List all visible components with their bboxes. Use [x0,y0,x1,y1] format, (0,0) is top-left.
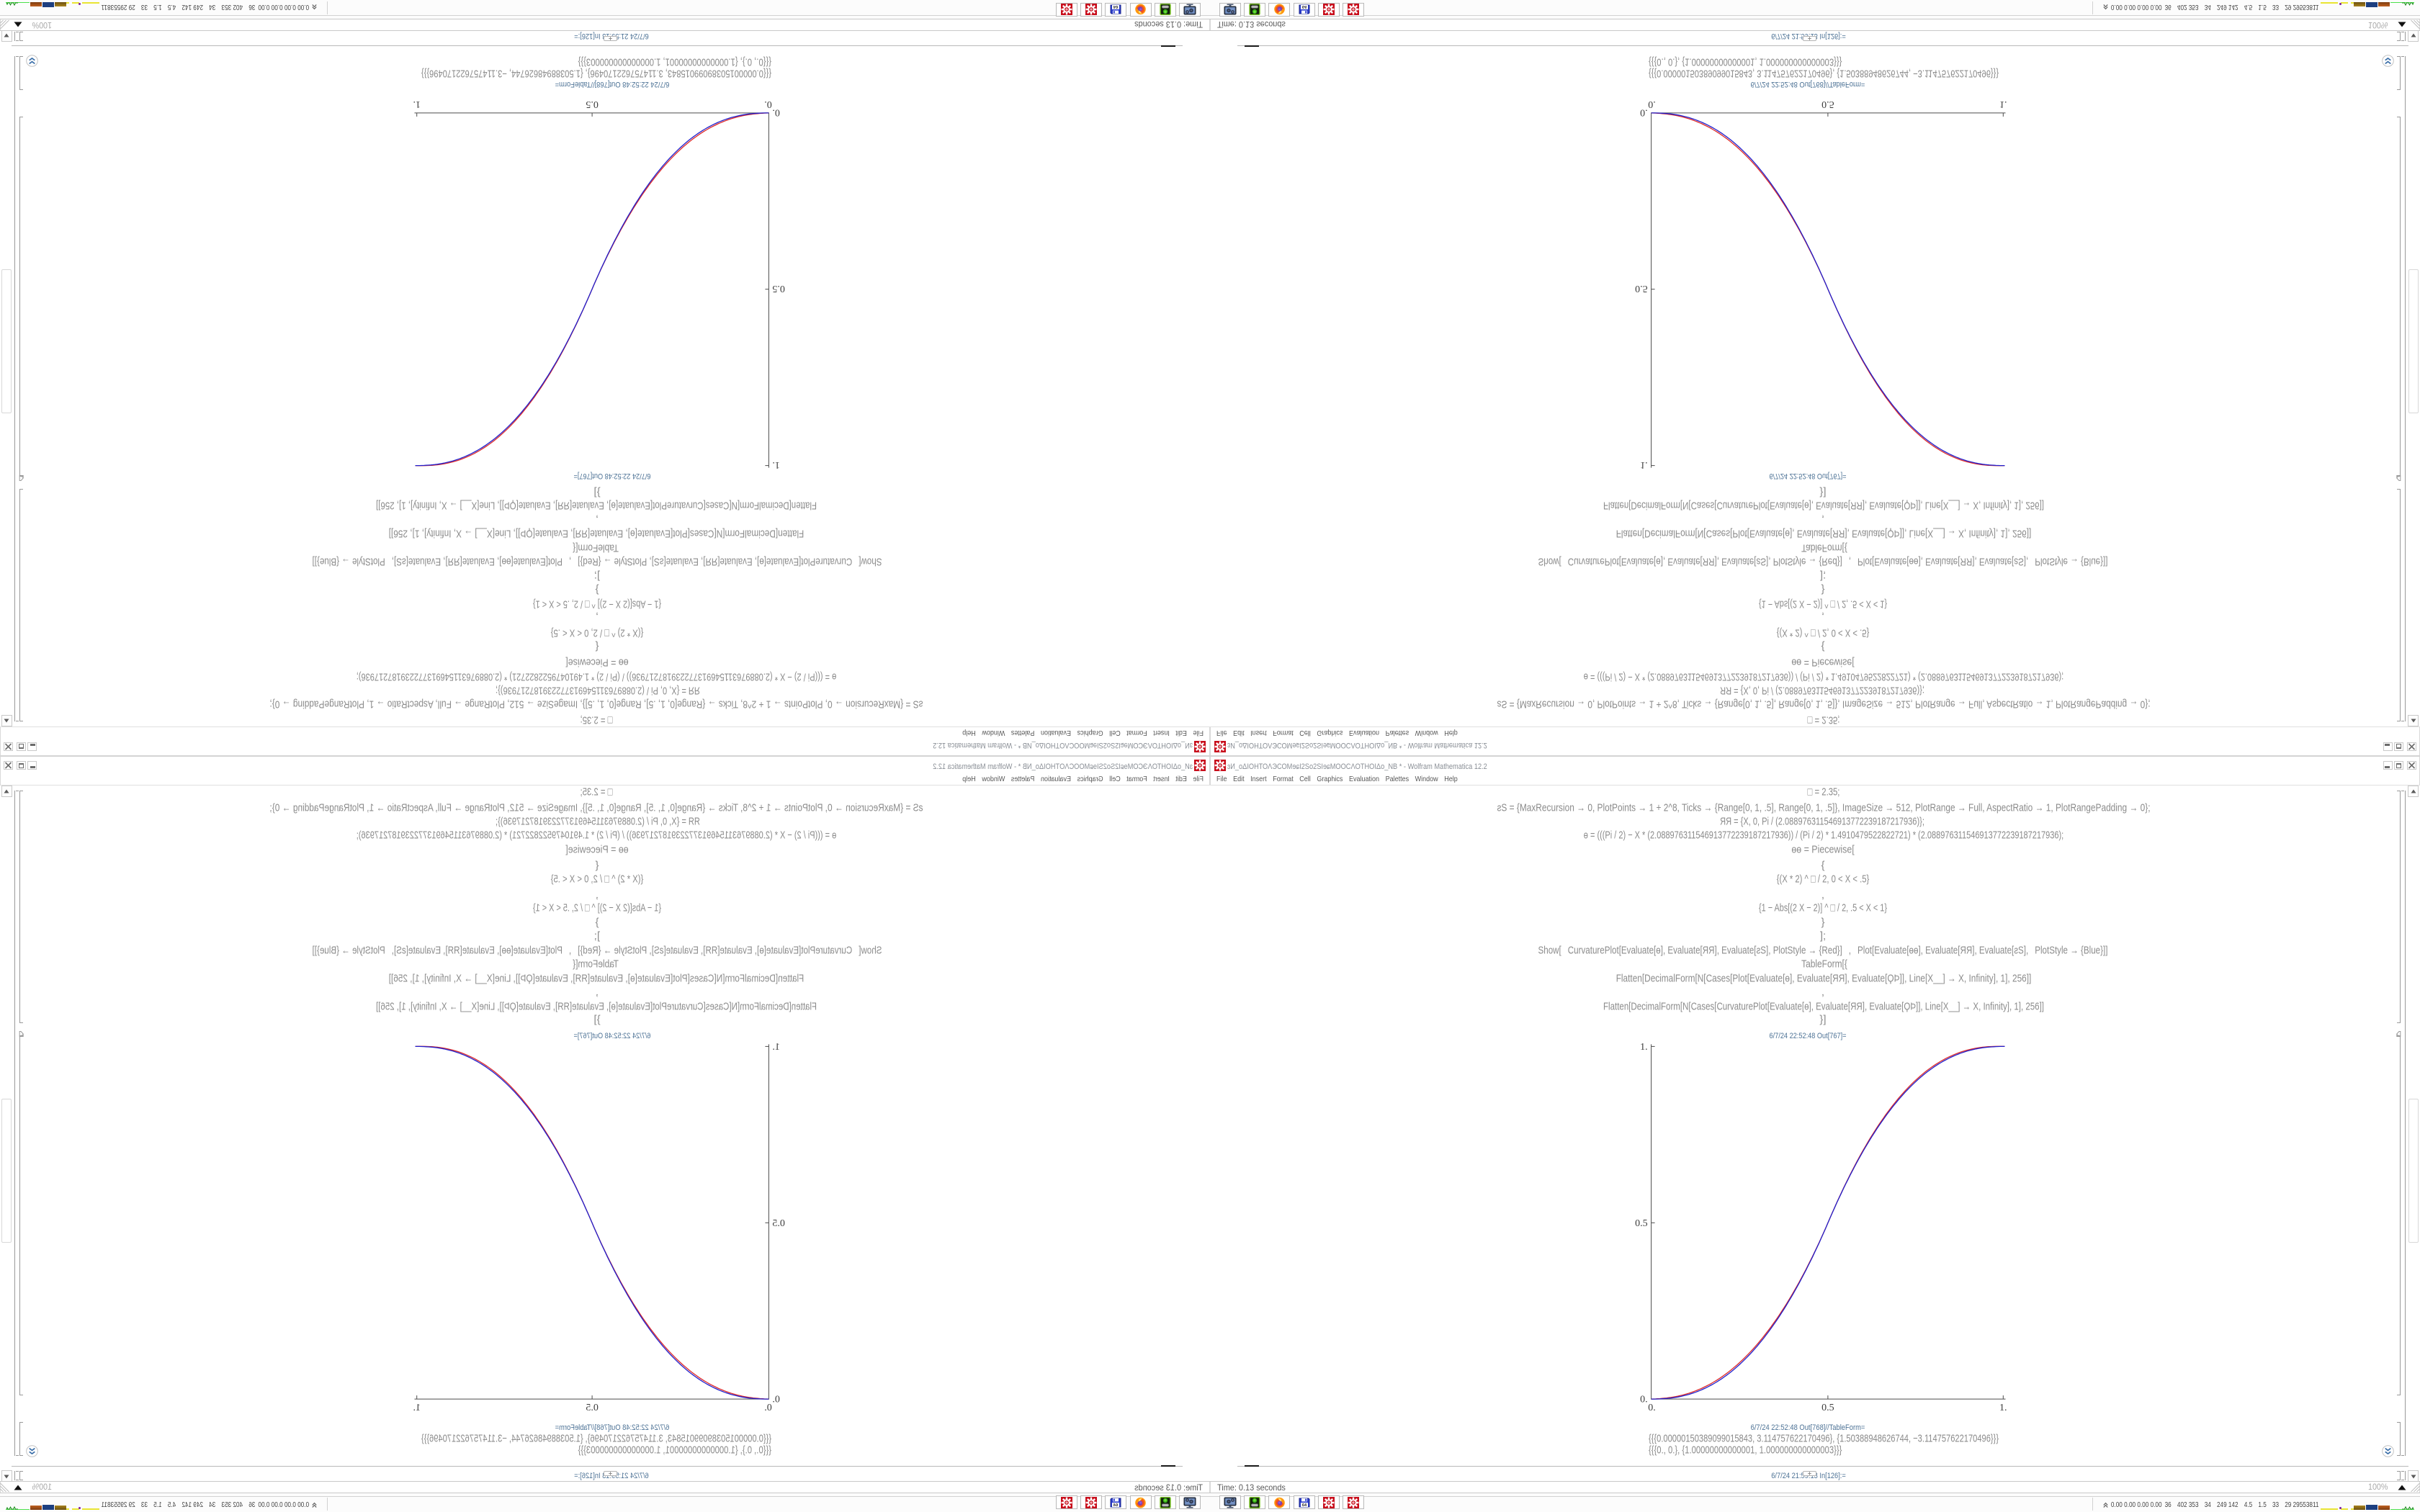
svg-text:64: 64 [1113,1503,1118,1508]
svg-text:0.: 0. [1648,1403,1656,1413]
svg-text:1.: 1. [1640,1042,1648,1053]
svg-text:1.: 1. [413,1403,421,1413]
svg-text:0.5: 0.5 [586,99,599,109]
svg-text:0.5: 0.5 [1821,1403,1834,1413]
svg-text:0.: 0. [772,107,780,117]
svg-text:1.: 1. [1999,1403,2007,1413]
svg-text:0.: 0. [1648,99,1656,109]
svg-text:1.: 1. [1640,459,1648,470]
svg-text:0.5: 0.5 [1821,99,1834,109]
svg-text:1.: 1. [772,459,780,470]
svg-text:0.: 0. [764,1403,772,1413]
svg-text:0.5: 0.5 [586,1403,599,1413]
svg-text:64: 64 [1301,1503,1307,1508]
svg-text:0.5: 0.5 [1635,283,1648,294]
svg-text:1.: 1. [772,1042,780,1053]
svg-text:0.5: 0.5 [1635,1218,1648,1229]
svg-text:0.: 0. [764,99,772,109]
svg-text:0.: 0. [1640,107,1648,117]
svg-text:64: 64 [1301,4,1307,9]
svg-text:0.: 0. [1640,1395,1648,1405]
svg-text:1.: 1. [413,99,421,109]
svg-text:0.: 0. [772,1395,780,1405]
svg-text:1.: 1. [1999,99,2007,109]
svg-text:64: 64 [1113,4,1118,9]
svg-text:0.5: 0.5 [772,283,785,294]
svg-text:0.5: 0.5 [772,1218,785,1229]
